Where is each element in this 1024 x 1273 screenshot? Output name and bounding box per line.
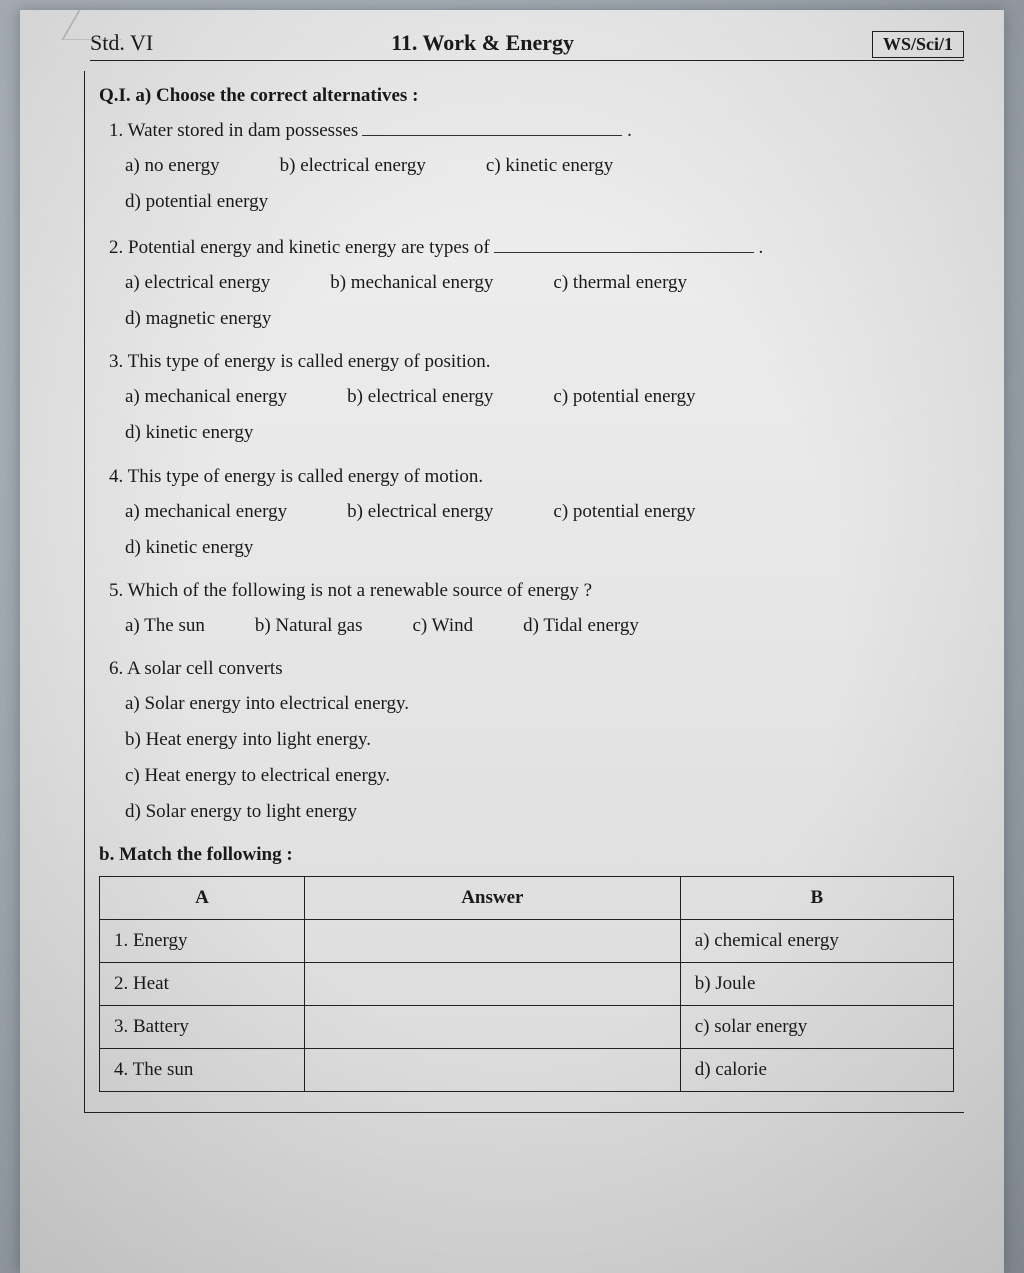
col-a-header: A — [100, 877, 305, 920]
option[interactable]: d) kinetic energy — [125, 530, 253, 566]
option[interactable]: b) electrical energy — [347, 494, 493, 530]
option[interactable]: a) electrical energy — [125, 265, 270, 301]
options: a) mechanical energy b) electrical energy… — [125, 379, 954, 451]
question: 4. This type of energy is called energy … — [109, 466, 954, 488]
content-box: Q.I. a) Choose the correct alternatives … — [84, 71, 964, 1113]
match-cell: 1. Energy — [100, 920, 305, 963]
option[interactable]: c) Wind — [413, 608, 474, 644]
option[interactable]: d) kinetic energy — [125, 415, 253, 451]
question: 5. Which of the following is not a renew… — [109, 580, 954, 602]
match-cell: 3. Battery — [100, 1006, 305, 1049]
chapter-title: 11. Work & Energy — [93, 30, 872, 56]
answer-cell[interactable] — [304, 963, 680, 1006]
section-b-title: b. Match the following : — [99, 844, 954, 866]
match-cell: a) chemical energy — [680, 920, 953, 963]
option[interactable]: b) Natural gas — [255, 608, 363, 644]
option[interactable]: a) mechanical energy — [125, 494, 287, 530]
table-row: 1. Energy a) chemical energy — [100, 920, 954, 963]
option[interactable]: b) mechanical energy — [330, 265, 493, 301]
option[interactable]: a) The sun — [125, 608, 205, 644]
worksheet-page: Std. VI 11. Work & Energy WS/Sci/1 Q.I. … — [20, 10, 1004, 1273]
option[interactable]: b) electrical energy — [347, 379, 493, 415]
option[interactable]: c) potential energy — [553, 494, 695, 530]
match-table: A Answer B 1. Energya) chemical energy2.… — [99, 876, 954, 1092]
option[interactable]: a) no energy — [125, 148, 220, 184]
match-cell: 2. Heat — [100, 963, 305, 1006]
answer-cell[interactable] — [304, 1006, 680, 1049]
option[interactable]: a) mechanical energy — [125, 379, 287, 415]
question: 1. Water stored in dam possesses . — [109, 117, 954, 142]
option[interactable]: c) potential energy — [553, 379, 695, 415]
col-answer-header: Answer — [304, 877, 680, 920]
option[interactable]: a) Solar energy into electrical energy. — [125, 686, 506, 722]
option[interactable]: b) electrical energy — [280, 148, 426, 184]
header-row: Std. VI 11. Work & Energy WS/Sci/1 — [90, 30, 964, 61]
options: a) no energy b) electrical energy c) kinet… — [125, 148, 954, 220]
options: a) mechanical energy b) electrical energy… — [125, 494, 954, 566]
table-header-row: A Answer B — [100, 877, 954, 920]
table-row: 2. Heat b) Joule — [100, 963, 954, 1006]
question: 2. Potential energy and kinetic energy a… — [109, 234, 954, 259]
answer-cell[interactable] — [304, 920, 680, 963]
match-cell: d) calorie — [680, 1049, 953, 1092]
option[interactable]: b) Heat energy into light energy. — [125, 722, 506, 758]
option[interactable]: d) magnetic energy — [125, 301, 271, 337]
options: a) The sun b) Natural gas c) Wind d) Tidal … — [125, 608, 954, 644]
option[interactable]: c) thermal energy — [553, 265, 687, 301]
options: a) electrical energy b) mechanical energy… — [125, 265, 954, 337]
options: a) Solar energy into electrical energy.b… — [125, 686, 954, 830]
table-row: 3. Battery c) solar energy — [100, 1006, 954, 1049]
option[interactable]: c) Heat energy to electrical energy. — [125, 758, 506, 794]
worksheet-code: WS/Sci/1 — [872, 31, 964, 58]
question: 6. A solar cell converts — [109, 658, 954, 680]
option[interactable]: c) kinetic energy — [486, 148, 613, 184]
col-b-header: B — [680, 877, 953, 920]
section-a-title: Q.I. a) Choose the correct alternatives … — [99, 85, 954, 107]
answer-cell[interactable] — [304, 1049, 680, 1092]
table-row: 4. The sun d) calorie — [100, 1049, 954, 1092]
question: 3. This type of energy is called energy … — [109, 351, 954, 373]
match-cell: 4. The sun — [100, 1049, 305, 1092]
option[interactable]: d) Solar energy to light energy — [125, 794, 506, 830]
fill-blank[interactable] — [494, 234, 754, 253]
fill-blank[interactable] — [362, 117, 622, 136]
option[interactable]: d) Tidal energy — [523, 608, 639, 644]
match-cell: c) solar energy — [680, 1006, 953, 1049]
option[interactable]: d) potential energy — [125, 184, 268, 220]
match-cell: b) Joule — [680, 963, 953, 1006]
questions-container: 1. Water stored in dam possesses . a) no … — [99, 117, 954, 830]
